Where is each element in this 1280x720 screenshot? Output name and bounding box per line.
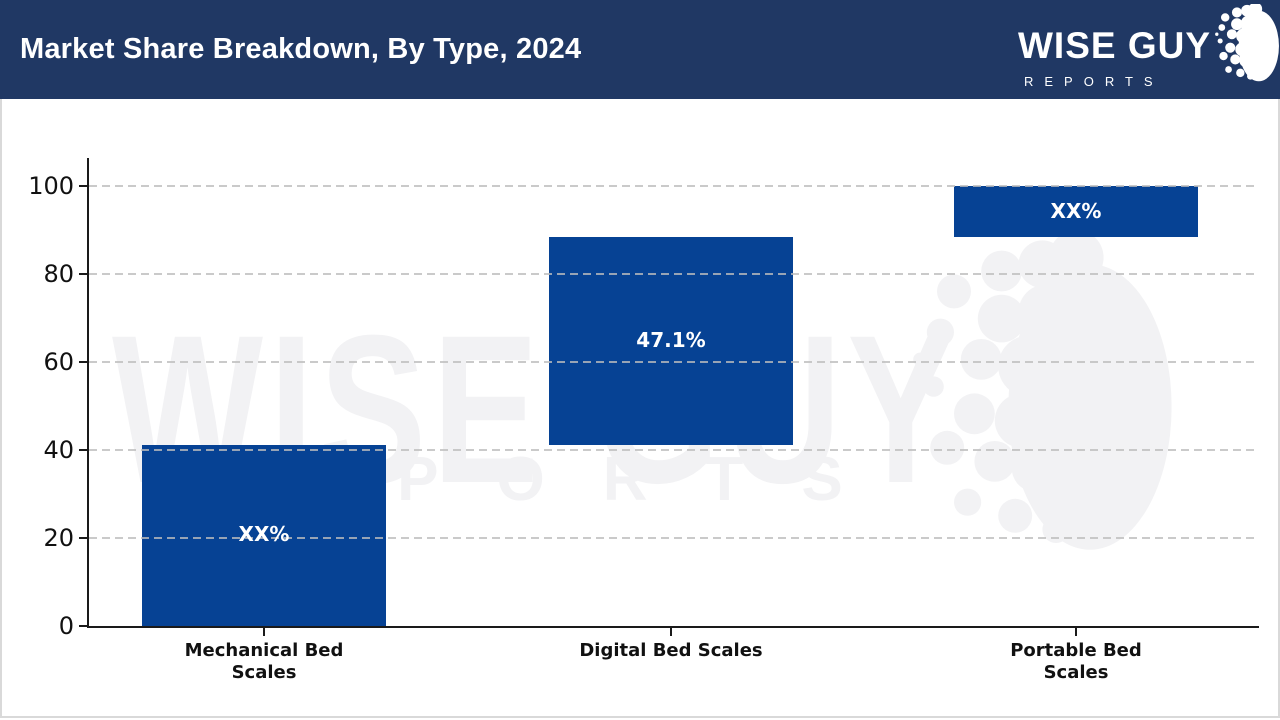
x-tick-mark xyxy=(1075,628,1077,636)
y-tick-label: 80 xyxy=(43,260,74,288)
watermark-head-icon xyxy=(852,212,1192,602)
x-tick-label: Mechanical Bed Scales xyxy=(184,640,344,683)
x-axis-line xyxy=(87,626,1259,628)
x-tick-mark xyxy=(670,628,672,636)
logo-subtext: REPORTS xyxy=(1024,74,1164,89)
gridline xyxy=(89,185,1258,187)
x-tick-label: Digital Bed Scales xyxy=(579,640,763,661)
gridline xyxy=(89,361,1258,363)
x-tick-mark xyxy=(263,628,265,636)
gridline xyxy=(89,449,1258,451)
y-tick-label: 0 xyxy=(58,612,74,640)
bar xyxy=(142,444,386,626)
bar xyxy=(549,237,793,445)
bar xyxy=(954,186,1198,238)
y-tick-mark xyxy=(79,537,87,539)
logo-wordmark: WISE GUY xyxy=(1018,25,1212,66)
x-tick-label: Portable Bed Scales xyxy=(1010,640,1142,683)
gridline xyxy=(89,273,1258,275)
y-tick-mark xyxy=(79,273,87,275)
chart-title: Market Share Breakdown, By Type, 2024 xyxy=(20,33,582,65)
wiseguy-logo: WISE GUY REPORTS xyxy=(1018,4,1268,89)
y-tick-label: 20 xyxy=(43,524,74,552)
gridline xyxy=(89,537,1258,539)
y-tick-mark xyxy=(79,361,87,363)
header-bar: Market Share Breakdown, By Type, 2024 WI… xyxy=(0,0,1280,99)
y-tick-mark xyxy=(79,625,87,627)
y-axis-line xyxy=(87,158,89,628)
y-tick-label: 60 xyxy=(43,348,74,376)
y-tick-mark xyxy=(79,185,87,187)
left-border xyxy=(0,99,2,718)
bottom-border xyxy=(0,716,1280,718)
dotted-head-icon xyxy=(1199,4,1280,88)
logo-row: WISE GUY xyxy=(1018,4,1268,88)
y-tick-label: 40 xyxy=(43,436,74,464)
right-border xyxy=(1278,99,1280,718)
y-tick-mark xyxy=(79,449,87,451)
y-tick-label: 100 xyxy=(28,172,74,200)
